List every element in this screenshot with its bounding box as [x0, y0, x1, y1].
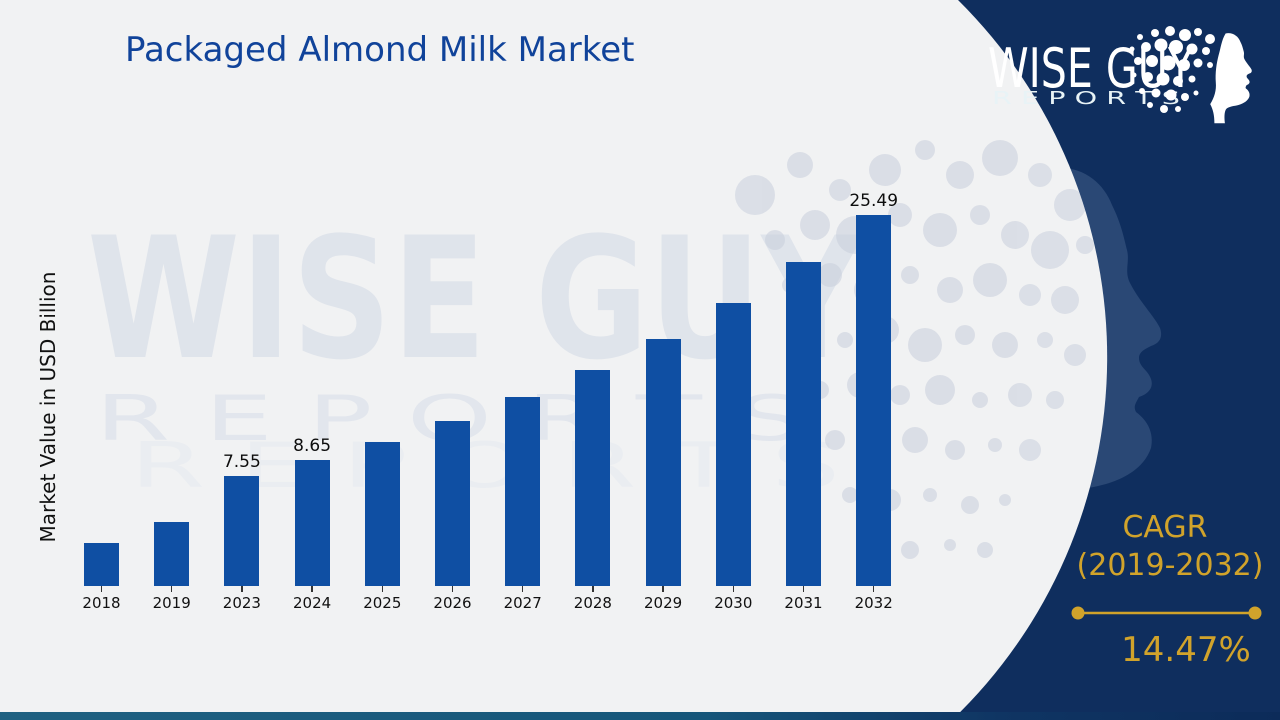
bar-2019	[154, 521, 190, 586]
x-axis-tick	[241, 586, 243, 592]
chart-background-bubble	[0, 0, 1108, 720]
bar-2018	[84, 543, 119, 586]
x-axis-tick	[802, 586, 805, 592]
logo-text-line2: R E P O R T S	[992, 88, 1180, 109]
x-axis-category-label: 2025	[363, 594, 402, 612]
bar-2024	[294, 460, 330, 586]
wise-guy-reports-logo: WISE GUY R E P O R T S	[988, 26, 1252, 124]
cagr-range: (2019-2032)	[1076, 548, 1264, 583]
bar-2028	[575, 369, 611, 586]
bar-2023	[224, 476, 260, 586]
cagr-divider-line	[1071, 606, 1262, 620]
x-axis-category-label: 2023	[222, 594, 261, 612]
bar-value-label-2023: 7.55	[222, 452, 261, 473]
bar-2032	[856, 215, 892, 586]
x-axis-category-label: 2032	[854, 594, 893, 612]
cagr-value: 14.47%	[1121, 630, 1251, 670]
x-axis-category-label: 2030	[714, 594, 753, 612]
x-axis-category-label: 2029	[644, 594, 683, 612]
x-axis-tick	[592, 586, 594, 592]
x-axis-tick	[451, 586, 454, 592]
bar-value-label-2032: 25.49	[849, 191, 899, 211]
cagr-heading: CAGR	[1122, 510, 1208, 545]
x-axis-category-label: 2024	[293, 594, 332, 612]
bar-2026	[435, 421, 470, 586]
x-axis-category-label: 2031	[784, 594, 823, 612]
x-axis-category-label: 2018	[82, 594, 121, 612]
x-axis-tick	[521, 586, 524, 592]
x-axis-tick	[872, 586, 875, 592]
x-axis-tick	[311, 586, 313, 592]
bar-2029	[645, 338, 681, 586]
x-axis-category-label: 2019	[152, 594, 191, 612]
bar-value-label-2024: 8.65	[293, 436, 332, 457]
x-axis-category-label: 2027	[503, 594, 542, 612]
page-title: Packaged Almond Milk Market	[125, 30, 635, 70]
bar-2030	[715, 302, 751, 586]
bar-2025	[364, 441, 400, 586]
x-axis-tick	[381, 586, 384, 592]
x-axis-category-label: 2028	[573, 594, 612, 612]
x-axis-tick	[100, 586, 103, 592]
bar-2031	[786, 261, 821, 586]
bar-2027	[505, 397, 541, 586]
x-axis-tick	[662, 586, 664, 592]
footer-strip	[0, 712, 1280, 720]
head-profile-dots-icon	[1129, 26, 1252, 124]
x-axis-tick	[170, 586, 173, 592]
watermark-dots	[735, 140, 1094, 559]
x-axis-category-label: 2026	[433, 594, 472, 612]
x-axis-tick	[732, 586, 735, 592]
